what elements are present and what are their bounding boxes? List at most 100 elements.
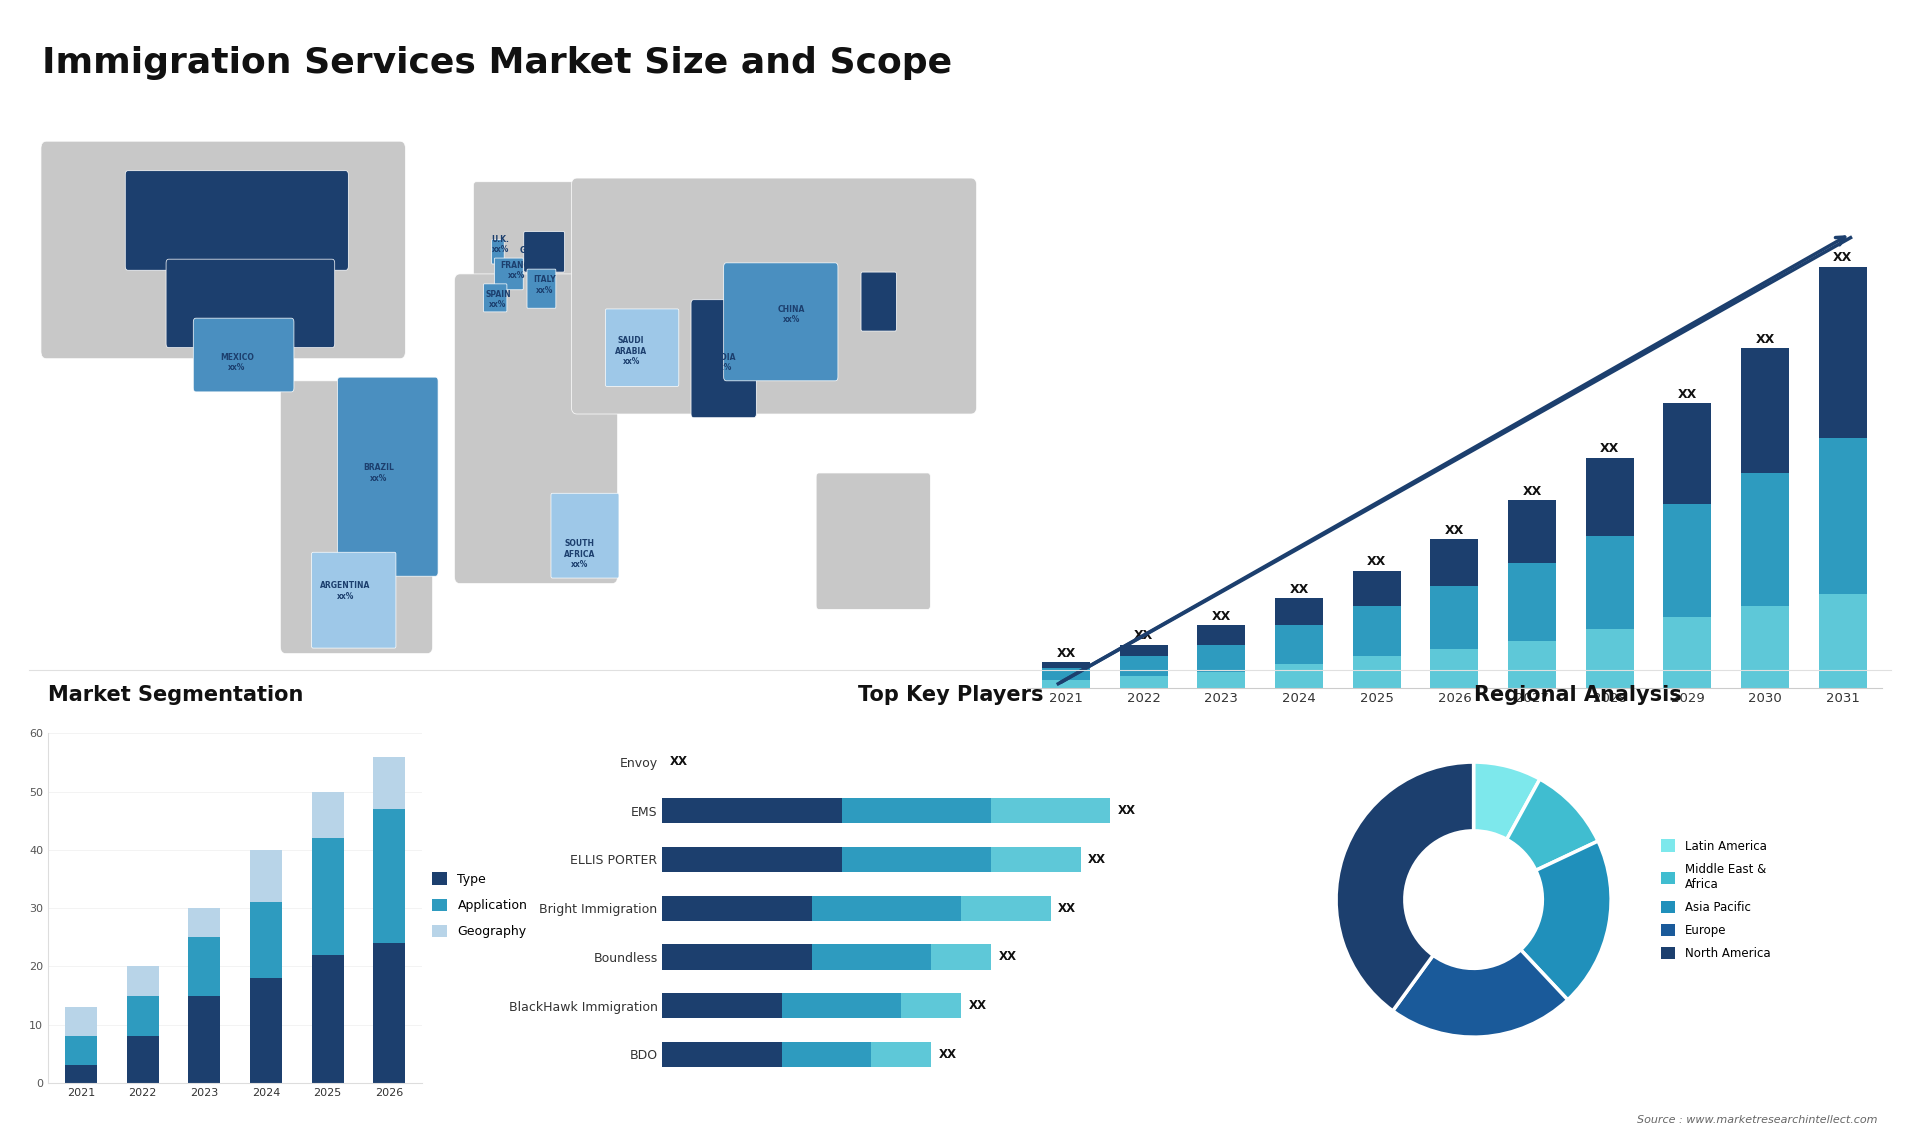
Bar	[1586, 457, 1634, 535]
Bar	[662, 847, 841, 872]
Bar	[1354, 606, 1402, 657]
Bar	[1741, 348, 1789, 473]
Bar	[1043, 680, 1091, 688]
Bar	[1119, 645, 1167, 657]
Bar	[841, 798, 991, 824]
FancyBboxPatch shape	[724, 262, 837, 380]
Text: JAPAN
xx%: JAPAN xx%	[866, 301, 891, 321]
Text: XX: XX	[1367, 556, 1386, 568]
FancyBboxPatch shape	[526, 269, 557, 308]
Bar	[188, 908, 221, 937]
Text: SAUDI
ARABIA
xx%: SAUDI ARABIA xx%	[614, 337, 647, 367]
FancyBboxPatch shape	[605, 309, 680, 386]
Text: XX: XX	[1056, 646, 1075, 660]
Bar	[662, 944, 812, 970]
Bar	[662, 992, 781, 1019]
FancyBboxPatch shape	[484, 284, 507, 312]
Wedge shape	[1507, 779, 1597, 870]
Bar	[1119, 676, 1167, 688]
Text: BRAZIL
xx%: BRAZIL xx%	[363, 463, 394, 482]
Text: ITALY
xx%: ITALY xx%	[534, 275, 555, 295]
Bar	[65, 1066, 98, 1083]
FancyBboxPatch shape	[338, 377, 438, 576]
Bar	[1663, 504, 1711, 618]
FancyBboxPatch shape	[524, 231, 564, 272]
Bar	[1818, 267, 1866, 438]
Text: SOUTH
AFRICA
xx%: SOUTH AFRICA xx%	[564, 539, 595, 568]
Text: XX: XX	[1290, 582, 1309, 596]
Bar	[1275, 598, 1323, 626]
Text: CANADA
xx%: CANADA xx%	[219, 194, 255, 213]
Text: XX: XX	[1135, 629, 1154, 643]
Bar	[1507, 563, 1555, 641]
Text: XX: XX	[1058, 902, 1075, 915]
Bar	[372, 756, 405, 809]
Bar	[1275, 626, 1323, 665]
Wedge shape	[1392, 950, 1569, 1037]
Text: XX: XX	[968, 999, 987, 1012]
Bar	[1430, 540, 1478, 587]
Bar	[1198, 645, 1246, 672]
Text: Top Key Players: Top Key Players	[858, 685, 1043, 705]
Text: U.K.
xx%: U.K. xx%	[492, 235, 509, 254]
Bar	[188, 937, 221, 996]
Legend: Latin America, Middle East &
Africa, Asia Pacific, Europe, North America: Latin America, Middle East & Africa, Asi…	[1661, 840, 1770, 959]
Text: XX: XX	[1444, 524, 1465, 537]
Bar	[991, 798, 1110, 824]
Bar	[188, 996, 221, 1083]
Bar	[65, 1036, 98, 1066]
Wedge shape	[1336, 762, 1475, 1011]
Bar	[1119, 657, 1167, 676]
Bar	[1430, 587, 1478, 649]
Bar	[1507, 641, 1555, 688]
Text: Immigration Services Market Size and Scope: Immigration Services Market Size and Sco…	[42, 46, 952, 80]
Text: XX: XX	[998, 950, 1016, 964]
FancyBboxPatch shape	[280, 380, 432, 653]
FancyBboxPatch shape	[474, 182, 588, 319]
Bar	[1663, 403, 1711, 504]
FancyBboxPatch shape	[40, 141, 405, 359]
Text: XX: XX	[1834, 251, 1853, 265]
Bar	[962, 895, 1050, 921]
Bar	[311, 792, 344, 839]
Text: MARKET
RESEARCH
INTELLECT: MARKET RESEARCH INTELLECT	[1747, 66, 1801, 100]
Bar	[1275, 665, 1323, 688]
Bar	[1354, 657, 1402, 688]
Bar	[127, 966, 159, 996]
Text: ARGENTINA
xx%: ARGENTINA xx%	[321, 581, 371, 601]
Text: XX: XX	[1089, 853, 1106, 866]
Bar	[65, 1007, 98, 1036]
FancyBboxPatch shape	[492, 240, 505, 264]
Bar	[127, 1036, 159, 1083]
Bar	[872, 1042, 931, 1067]
Text: CHINA
xx%: CHINA xx%	[778, 305, 804, 324]
Bar	[662, 798, 841, 824]
Bar	[1198, 626, 1246, 645]
Text: Source : www.marketresearchintellect.com: Source : www.marketresearchintellect.com	[1638, 1115, 1878, 1125]
Bar	[841, 847, 991, 872]
Bar	[1507, 501, 1555, 563]
Bar	[127, 996, 159, 1036]
Bar	[1430, 649, 1478, 688]
FancyBboxPatch shape	[816, 473, 931, 610]
Bar	[1043, 668, 1091, 680]
Text: XX: XX	[1523, 485, 1542, 499]
Bar	[250, 850, 282, 902]
Bar	[812, 944, 931, 970]
Text: MEXICO
xx%: MEXICO xx%	[221, 353, 253, 372]
Bar	[1741, 473, 1789, 606]
Text: XX: XX	[1117, 804, 1137, 817]
Text: FRANCE
xx%: FRANCE xx%	[499, 260, 534, 280]
Bar	[311, 955, 344, 1083]
Bar	[1818, 438, 1866, 594]
Bar	[1741, 606, 1789, 688]
Legend: Type, Application, Geography: Type, Application, Geography	[432, 872, 528, 939]
Text: GERMANY
xx%: GERMANY xx%	[520, 245, 563, 265]
FancyBboxPatch shape	[572, 178, 977, 414]
FancyBboxPatch shape	[125, 171, 348, 270]
Text: XX: XX	[1212, 610, 1231, 623]
Bar	[781, 992, 900, 1019]
Bar	[991, 847, 1081, 872]
Bar	[1586, 629, 1634, 688]
FancyBboxPatch shape	[165, 259, 334, 347]
